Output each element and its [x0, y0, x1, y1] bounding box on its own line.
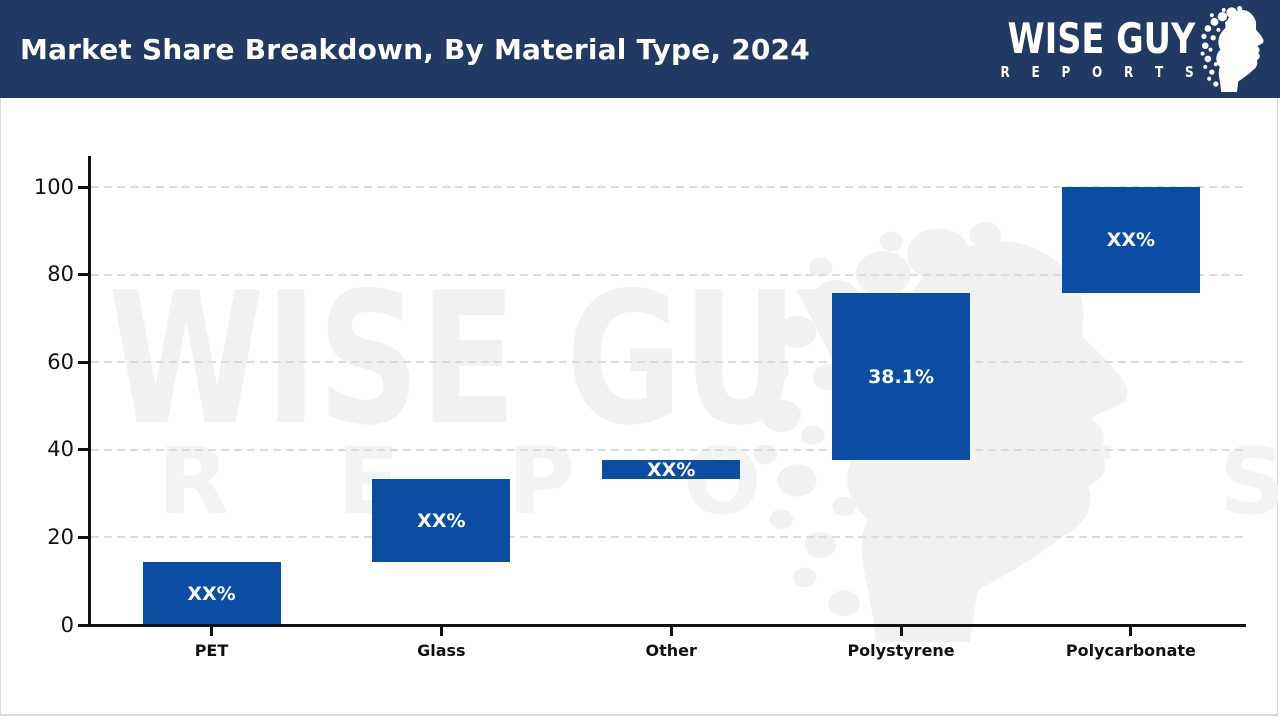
y-tick-40: [78, 448, 88, 452]
bar-pet: XX%: [142, 562, 281, 625]
y-tick-80: [78, 273, 88, 277]
y-tick-label: 80: [47, 262, 74, 287]
bar-glass: XX%: [372, 479, 511, 563]
logo-face-icon: [1198, 6, 1272, 92]
x-axis-label-other: Other: [645, 641, 697, 660]
logo-subtitle: R E P O R T S: [1000, 62, 1202, 81]
bar-value-label: XX%: [1106, 229, 1156, 252]
bar-value-label: XX%: [417, 509, 466, 532]
y-tick-label: 40: [47, 437, 74, 462]
x-axis-label-pet: PET: [194, 641, 229, 660]
y-tick-label: 0: [60, 612, 74, 637]
chart-title: Market Share Breakdown, By Material Type…: [20, 32, 810, 66]
bar-value-label: XX%: [647, 458, 696, 481]
y-tick-label: 60: [47, 349, 74, 374]
x-tick-polycarbonate: [1129, 627, 1133, 636]
gridline-20: [91, 536, 1246, 539]
gridline-60: [91, 361, 1246, 364]
header-bar: Market Share Breakdown, By Material Type…: [0, 0, 1280, 98]
y-tick-label: 20: [47, 524, 74, 549]
x-axis-line: [88, 624, 1246, 627]
gridline-100: [91, 186, 1246, 188]
x-tick-pet: [210, 627, 213, 636]
x-tick-other: [669, 627, 673, 636]
x-tick-glass: [439, 627, 443, 636]
y-tick-20: [78, 535, 88, 539]
y-axis-line: [88, 156, 91, 627]
logo-wordmark: WISE GUY: [1007, 13, 1195, 63]
x-tick-polystyrene: [899, 627, 903, 636]
bar-polycarbonate: XX%: [1061, 187, 1200, 294]
y-tick-100: [78, 185, 88, 189]
bar-polystyrene: 38.1%: [832, 293, 971, 461]
y-tick-0: [78, 623, 88, 627]
bar-other: XX%: [602, 458, 741, 481]
gridline-80: [91, 273, 1246, 276]
x-axis-label-polycarbonate: Polycarbonate: [1065, 641, 1196, 660]
bar-value-label: XX%: [187, 582, 236, 605]
logo-text: WISE GUY R E P O R T S: [1000, 13, 1202, 81]
y-tick-60: [78, 360, 88, 364]
x-axis-label-glass: Glass: [417, 641, 466, 660]
y-tick-label: 100: [33, 174, 74, 199]
wise-guy-logo: WISE GUY R E P O R T S: [950, 4, 1272, 94]
x-axis-label-polystyrene: Polystyrene: [847, 641, 955, 660]
gridline-40: [91, 448, 1246, 451]
bar-value-label: 38.1%: [868, 365, 934, 388]
